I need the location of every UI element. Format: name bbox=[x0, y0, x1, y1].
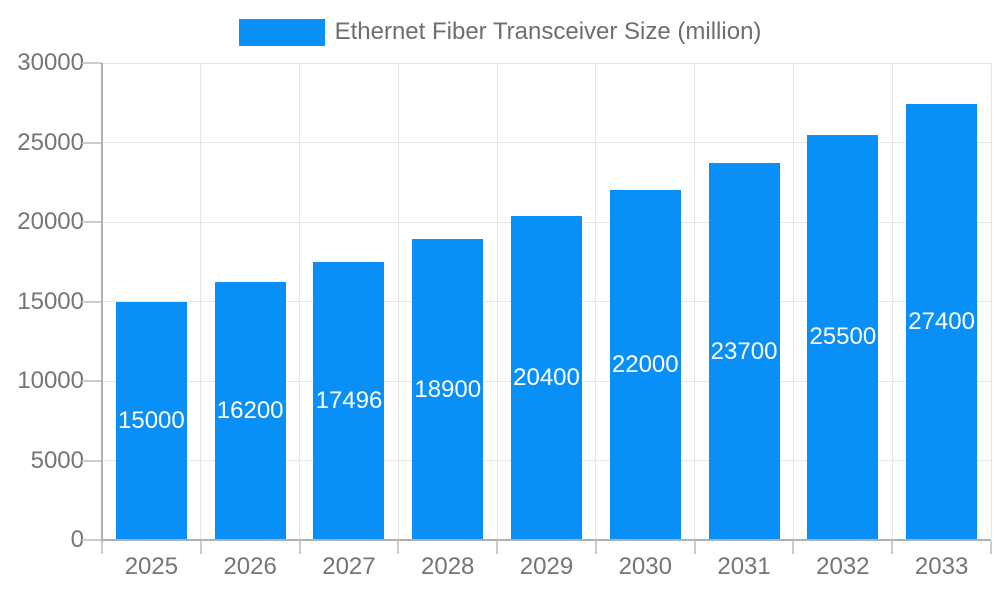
y-axis-tick bbox=[82, 62, 102, 64]
x-gridline bbox=[891, 63, 893, 540]
bar-2030[interactable]: 22000 bbox=[609, 190, 681, 540]
y-axis-label: 20000 bbox=[17, 208, 84, 235]
x-axis-label: 2029 bbox=[519, 553, 574, 580]
x-gridline bbox=[694, 63, 696, 540]
x-axis-label: 2033 bbox=[914, 553, 969, 580]
bar-value-label: 18900 bbox=[414, 375, 482, 403]
bar-2033[interactable]: 27400 bbox=[906, 104, 978, 540]
bar-2025[interactable]: 15000 bbox=[115, 301, 187, 540]
y-axis-tick bbox=[82, 141, 102, 144]
legend-swatch-icon bbox=[238, 18, 325, 46]
x-axis-label: 2031 bbox=[717, 553, 771, 580]
x-gridline bbox=[990, 63, 992, 540]
x-axis-label: 2026 bbox=[223, 553, 277, 580]
bar-value-label: 23700 bbox=[710, 337, 778, 365]
bar-2028[interactable]: 18900 bbox=[412, 239, 484, 540]
bar-value-label: 16200 bbox=[216, 397, 284, 425]
bar-value-label: 27400 bbox=[908, 308, 975, 336]
x-gridline bbox=[496, 63, 498, 540]
y-axis-tick bbox=[82, 300, 102, 303]
y-axis-tick bbox=[82, 221, 102, 223]
bar-2026[interactable]: 16200 bbox=[214, 282, 286, 540]
x-axis-tick bbox=[199, 541, 202, 554]
x-axis-tick bbox=[101, 541, 103, 554]
x-axis-tick bbox=[298, 541, 301, 554]
plot-area: 15000 16200 17496 18900 20400 22000 23700 25500… bbox=[82, 62, 992, 554]
y-axis-label: 30000 bbox=[17, 49, 84, 76]
y-axis-line bbox=[101, 63, 103, 542]
bar-value-label: 17496 bbox=[315, 386, 383, 414]
x-axis-label: 2028 bbox=[421, 553, 475, 580]
y-axis-label: 0 bbox=[70, 526, 84, 553]
y-axis-tick bbox=[82, 539, 102, 541]
y-axis-label: 25000 bbox=[17, 128, 84, 156]
bar-value-label: 22000 bbox=[611, 351, 679, 379]
bar-value-label: 25500 bbox=[809, 323, 877, 351]
x-gridline bbox=[397, 63, 399, 540]
x-axis-label: 2030 bbox=[618, 553, 672, 580]
x-axis-label: 2025 bbox=[124, 553, 179, 580]
x-axis-tick bbox=[792, 541, 795, 554]
y-gridline bbox=[102, 142, 991, 143]
y-axis-tick bbox=[82, 380, 102, 382]
x-axis-tick bbox=[891, 541, 894, 554]
x-axis-tick bbox=[594, 541, 597, 554]
x-axis-label: 2027 bbox=[322, 553, 376, 580]
legend-item[interactable]: Ethernet Fiber Transceiver Size (million… bbox=[238, 18, 762, 46]
y-axis-tick bbox=[82, 459, 102, 462]
x-axis-tick bbox=[990, 541, 992, 554]
x-gridline bbox=[792, 63, 794, 540]
y-axis-label: 15000 bbox=[17, 287, 84, 315]
x-gridline bbox=[299, 63, 301, 540]
x-axis-tick bbox=[496, 541, 499, 554]
y-axis-label: 5000 bbox=[30, 446, 84, 474]
legend-label: Ethernet Fiber Transceiver Size (million… bbox=[334, 18, 762, 45]
x-gridline bbox=[200, 63, 202, 540]
bar-value-label: 15000 bbox=[118, 406, 185, 434]
bar-value-label: 20400 bbox=[513, 363, 580, 391]
bar-2029[interactable]: 20400 bbox=[511, 215, 582, 540]
x-axis-line bbox=[102, 539, 991, 541]
bar-2032[interactable]: 25500 bbox=[807, 134, 879, 540]
x-axis-label: 2032 bbox=[816, 553, 870, 580]
y-gridline bbox=[102, 62, 991, 64]
y-axis-label: 10000 bbox=[17, 367, 84, 394]
legend: Ethernet Fiber Transceiver Size (million… bbox=[0, 18, 1000, 46]
bar-2027[interactable]: 17496 bbox=[313, 261, 385, 540]
bar-2031[interactable]: 23700 bbox=[708, 163, 780, 540]
x-axis-tick bbox=[397, 541, 400, 554]
x-gridline bbox=[595, 63, 597, 540]
x-axis-tick bbox=[693, 541, 696, 554]
